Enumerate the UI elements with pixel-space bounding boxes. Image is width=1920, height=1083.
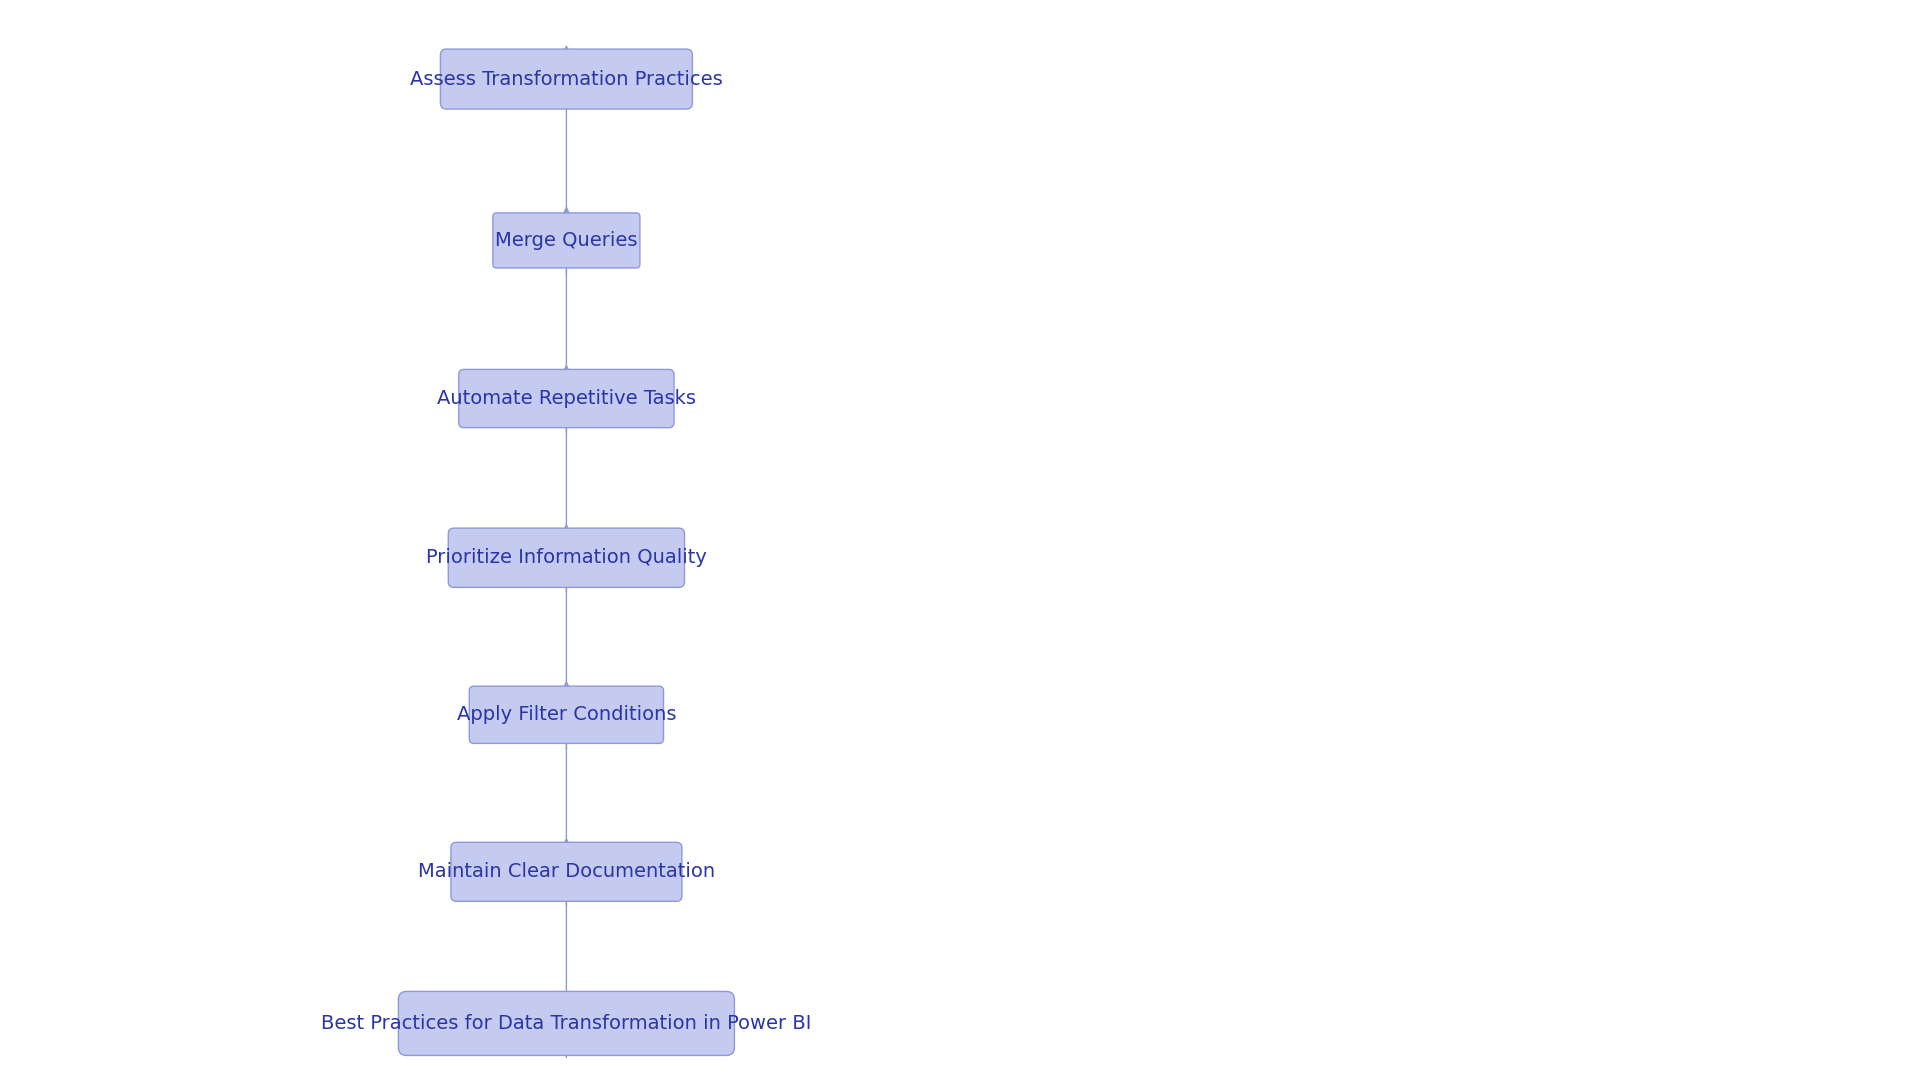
FancyBboxPatch shape [493, 213, 639, 268]
FancyBboxPatch shape [440, 49, 693, 109]
Text: Automate Repetitive Tasks: Automate Repetitive Tasks [438, 389, 695, 408]
FancyBboxPatch shape [399, 991, 733, 1056]
FancyBboxPatch shape [447, 529, 685, 587]
FancyBboxPatch shape [468, 687, 664, 743]
Text: Maintain Clear Documentation: Maintain Clear Documentation [419, 862, 714, 882]
Text: Prioritize Information Quality: Prioritize Information Quality [426, 548, 707, 567]
Text: Apply Filter Conditions: Apply Filter Conditions [457, 705, 676, 725]
FancyBboxPatch shape [459, 369, 674, 428]
Text: Assess Transformation Practices: Assess Transformation Practices [411, 69, 722, 89]
Text: Best Practices for Data Transformation in Power BI: Best Practices for Data Transformation i… [321, 1014, 812, 1033]
Text: Merge Queries: Merge Queries [495, 231, 637, 250]
FancyBboxPatch shape [451, 843, 682, 901]
